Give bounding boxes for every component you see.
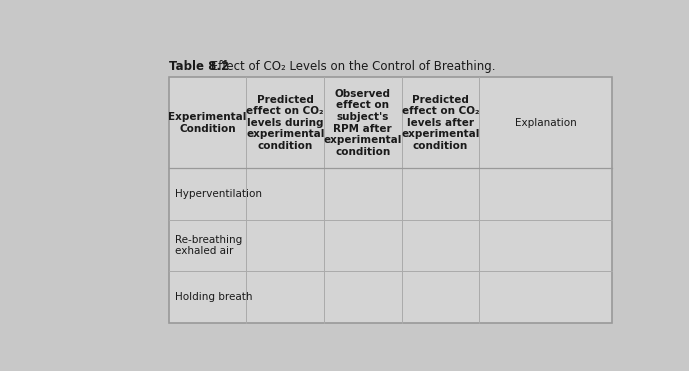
- Text: Predicted
effect on CO₂
levels after
experimental
condition: Predicted effect on CO₂ levels after exp…: [401, 95, 480, 151]
- Text: Re-breathing
exhaled air: Re-breathing exhaled air: [175, 235, 243, 256]
- Text: Explanation: Explanation: [515, 118, 577, 128]
- Text: Table 8.2: Table 8.2: [169, 60, 229, 73]
- Bar: [169, 78, 612, 323]
- Text: Observed
effect on
subject's
RPM after
experimental
condition: Observed effect on subject's RPM after e…: [324, 89, 402, 157]
- Text: Predicted
effect on CO₂
levels during
experimental
condition: Predicted effect on CO₂ levels during ex…: [246, 95, 325, 151]
- Text: Effect of CO₂ Levels on the Control of Breathing.: Effect of CO₂ Levels on the Control of B…: [207, 60, 496, 73]
- Text: Experimental
Condition: Experimental Condition: [169, 112, 247, 134]
- Text: Holding breath: Holding breath: [175, 292, 253, 302]
- Text: Hyperventilation: Hyperventilation: [175, 189, 263, 199]
